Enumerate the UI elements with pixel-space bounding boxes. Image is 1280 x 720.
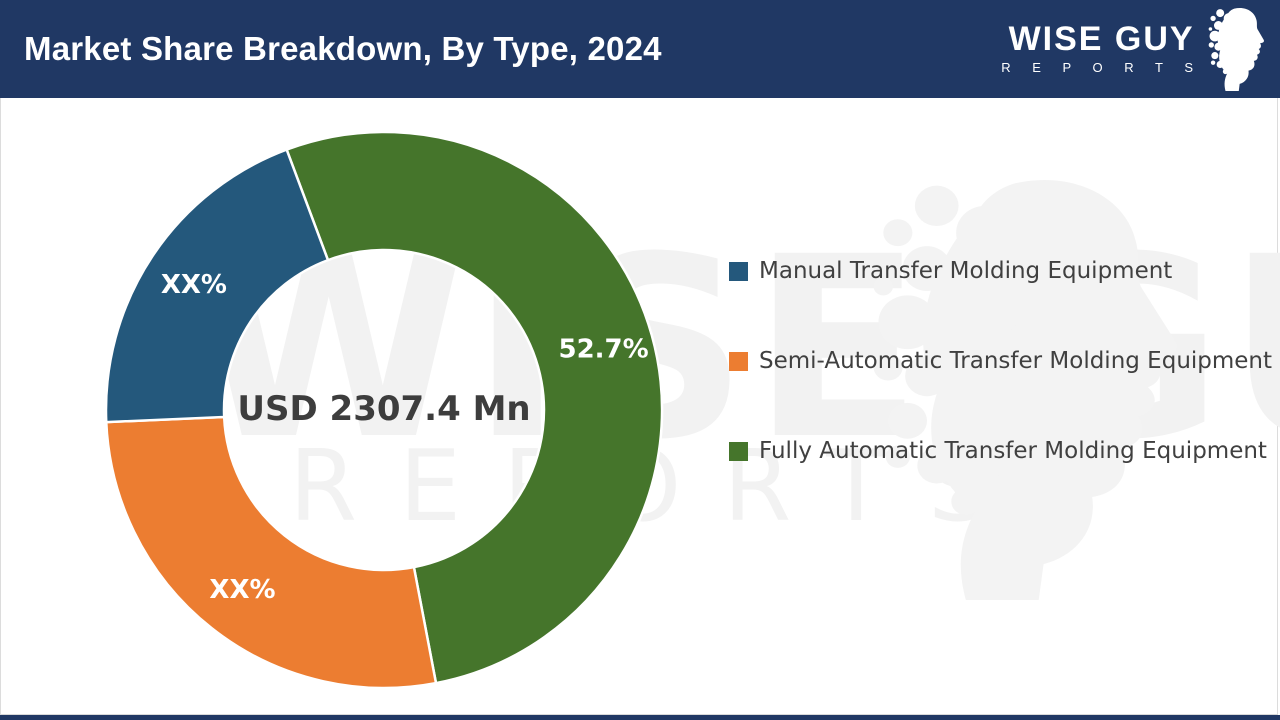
slice-label-manual: XX% <box>161 270 227 300</box>
brand-head-icon <box>1208 7 1264 91</box>
pie-slice-semi-automatic <box>104 415 438 690</box>
page-title: Market Share Breakdown, By Type, 2024 <box>24 30 662 67</box>
legend-swatch-fully-automatic <box>729 441 748 461</box>
legend-label-semi-automatic: Semi-Automatic Transfer Molding Equipmen… <box>759 348 1273 374</box>
donut-chart: USD 2307.4 Mn XX% XX% 52.7% <box>104 130 664 690</box>
legend-item-fully-automatic: Fully Automatic Transfer Molding Equipme… <box>729 435 1272 467</box>
brand-logo-text: WISE GUY R E P O R T S <box>1001 20 1202 75</box>
legend-swatch-manual <box>729 261 748 281</box>
legend-item-semi-automatic: Semi-Automatic Transfer Molding Equipmen… <box>729 345 1272 377</box>
brand-subtitle: R E P O R T S <box>1001 59 1202 75</box>
footer-bar <box>0 715 1280 720</box>
chart-legend: Manual Transfer Molding Equipment Semi-A… <box>729 255 1272 525</box>
donut-center-value: USD 2307.4 Mn <box>237 389 530 429</box>
slice-label-fully-automatic: 52.7% <box>558 335 648 365</box>
pie-slice-fully-automatic <box>285 130 664 685</box>
legend-swatch-semi-automatic <box>729 351 748 371</box>
header-bar: Market Share Breakdown, By Type, 2024 WI… <box>0 0 1280 98</box>
legend-label-fully-automatic: Fully Automatic Transfer Molding Equipme… <box>759 438 1267 464</box>
chart-area: WISE GUY REPORTS USD 2307.4 Mn XX%XX%52.… <box>0 98 1280 715</box>
brand-logo: WISE GUY R E P O R T S <box>1001 6 1268 91</box>
pie-slice-manual <box>104 148 330 424</box>
slice-label-semi-automatic: XX% <box>209 575 275 605</box>
legend-label-manual: Manual Transfer Molding Equipment <box>759 258 1173 284</box>
brand-name: WISE GUY <box>1008 20 1195 59</box>
legend-item-manual: Manual Transfer Molding Equipment <box>729 255 1272 287</box>
